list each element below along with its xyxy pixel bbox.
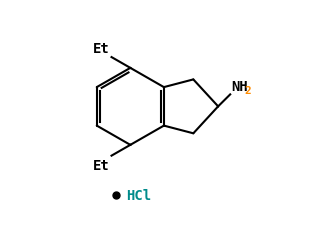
Text: NH: NH xyxy=(231,80,248,93)
Text: Et: Et xyxy=(93,42,110,55)
Text: HCl: HCl xyxy=(126,188,151,202)
Text: Et: Et xyxy=(93,158,110,172)
Text: 2: 2 xyxy=(244,86,251,96)
